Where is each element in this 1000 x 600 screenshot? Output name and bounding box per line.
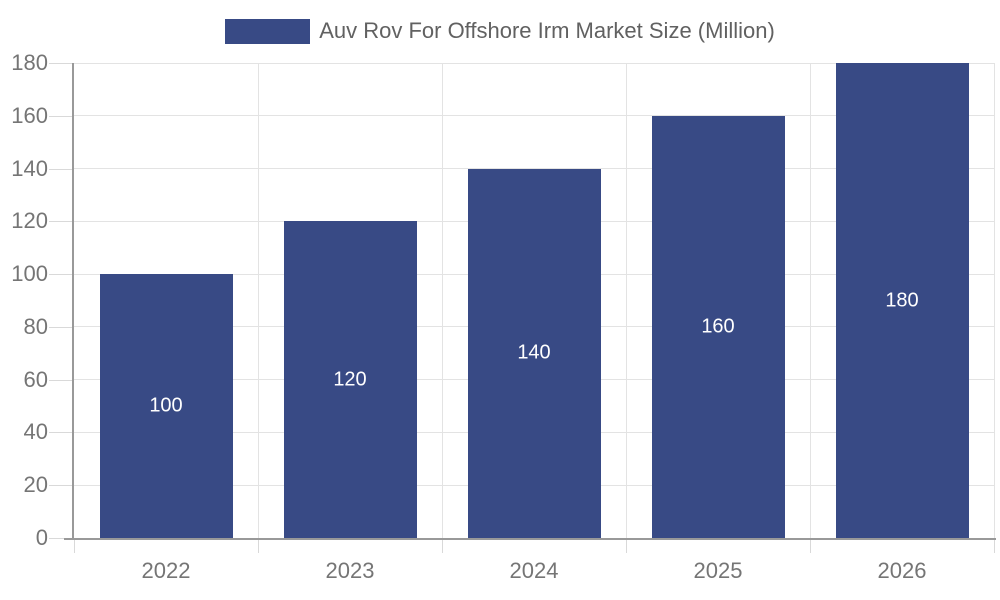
- y-axis-tick-label: 80: [23, 313, 48, 339]
- bar-value-label: 100: [149, 394, 183, 417]
- y-axis-tick-label: 0: [35, 525, 48, 550]
- y-axis-tick-mark: [49, 538, 74, 539]
- legend-swatch: [225, 18, 311, 44]
- y-axis-tick-label: 160: [11, 102, 48, 128]
- y-axis-tick-label: 120: [11, 208, 48, 234]
- x-axis-tick-mark: [810, 538, 811, 553]
- y-axis-tick-mark: [49, 432, 74, 434]
- gridline-vertical: [809, 63, 811, 538]
- y-axis-tick-label: 140: [11, 155, 48, 181]
- x-axis-tick-label: 2023: [325, 558, 375, 583]
- chart-title: Auv Rov For Offshore Irm Market Size (Mi…: [319, 18, 775, 43]
- x-axis-tick-mark: [994, 538, 995, 553]
- bar: [836, 63, 969, 538]
- y-axis-tick-mark: [49, 168, 74, 170]
- gridline-vertical: [993, 63, 995, 538]
- gridline-vertical: [441, 63, 443, 538]
- y-axis-tick-label: 180: [11, 50, 48, 75]
- y-axis-tick-mark: [49, 115, 74, 117]
- gridline-vertical: [257, 63, 259, 538]
- plot-area: 100 120 140 160 180: [74, 62, 995, 538]
- bar-value-label: 120: [333, 368, 367, 391]
- x-axis-tick-mark: [626, 538, 627, 553]
- y-axis-tick-label: 40: [23, 419, 48, 445]
- legend: Auv Rov For Offshore Irm Market Size (Mi…: [0, 18, 1000, 44]
- bar-value-label: 140: [517, 341, 551, 364]
- y-axis-tick-mark: [49, 485, 74, 487]
- x-axis-tick-mark: [442, 538, 443, 553]
- bar: [284, 221, 417, 538]
- bar-value-label: 160: [701, 315, 735, 338]
- x-axis-tick-label: 2025: [693, 558, 743, 583]
- bar-value-label: 180: [885, 289, 919, 311]
- x-axis-tick-mark: [258, 538, 259, 553]
- y-axis-tick-mark: [49, 221, 74, 223]
- y-axis-tick-mark: [49, 379, 74, 381]
- y-axis-tick-mark: [49, 63, 74, 64]
- gridline-horizontal: [74, 115, 994, 117]
- y-axis-tick-mark: [49, 326, 74, 328]
- gridline-horizontal: [74, 62, 994, 64]
- x-axis-tick-mark: [74, 538, 75, 553]
- bar: [652, 115, 785, 538]
- x-axis-tick-label: 2024: [509, 558, 559, 583]
- y-axis-tick-label: 60: [23, 366, 48, 392]
- y-axis-tick-label: 100: [11, 261, 48, 287]
- y-axis-tick-mark: [49, 274, 74, 276]
- gridline-vertical: [625, 63, 627, 538]
- bar: [468, 168, 601, 538]
- y-axis-tick-label: 20: [23, 472, 48, 498]
- bar: [100, 274, 233, 538]
- x-axis-tick-label: 2026: [877, 558, 927, 583]
- x-axis-line: [64, 538, 996, 540]
- x-axis-tick-label: 2022: [141, 558, 191, 583]
- y-axis-line: [72, 63, 74, 540]
